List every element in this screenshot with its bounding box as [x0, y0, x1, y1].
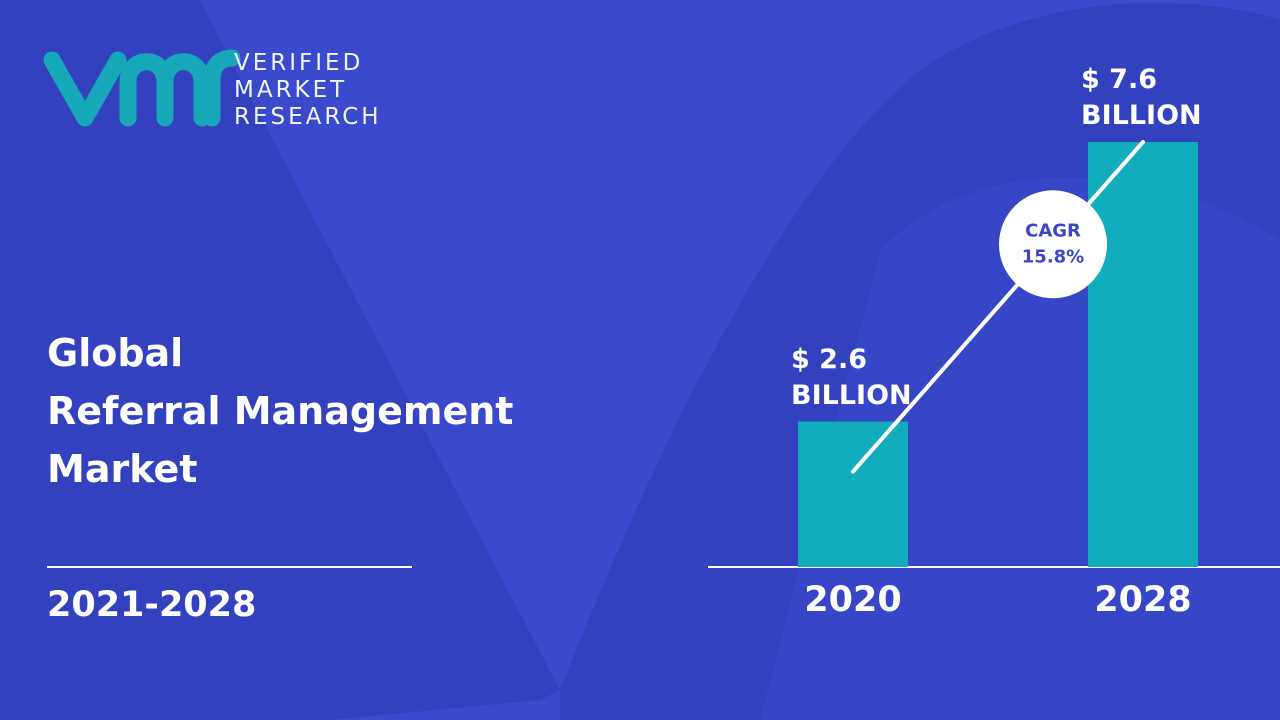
value-label: $ 2.6 BILLION [791, 343, 912, 411]
logo-text: MARKET [234, 77, 348, 103]
cagr-badge [999, 190, 1107, 299]
cagr-title: CAGR [1025, 220, 1081, 241]
logo-mark [43, 49, 241, 127]
x-tick-label: 2028 [1094, 580, 1192, 620]
logo-text: VERIFIED [234, 50, 364, 76]
x-tick-label: 2020 [804, 580, 902, 620]
logo-text: RESEARCH [234, 104, 382, 130]
bar [798, 421, 908, 567]
bg-shape [0, 0, 560, 720]
title-line: Referral Management [47, 389, 514, 433]
chart: CAGR 15.8% [798, 140, 1198, 567]
logo-r [203, 49, 241, 127]
logo-m [119, 53, 211, 127]
logo-v [43, 51, 127, 127]
value-label: $ 7.6 BILLION [1081, 64, 1202, 131]
bar [1088, 142, 1198, 567]
title-line: Market [47, 447, 198, 491]
trend-line [851, 140, 1145, 474]
title-line: Global [47, 331, 184, 375]
cagr-value: 15.8% [1022, 246, 1084, 267]
period: 2021-2028 [47, 585, 257, 625]
